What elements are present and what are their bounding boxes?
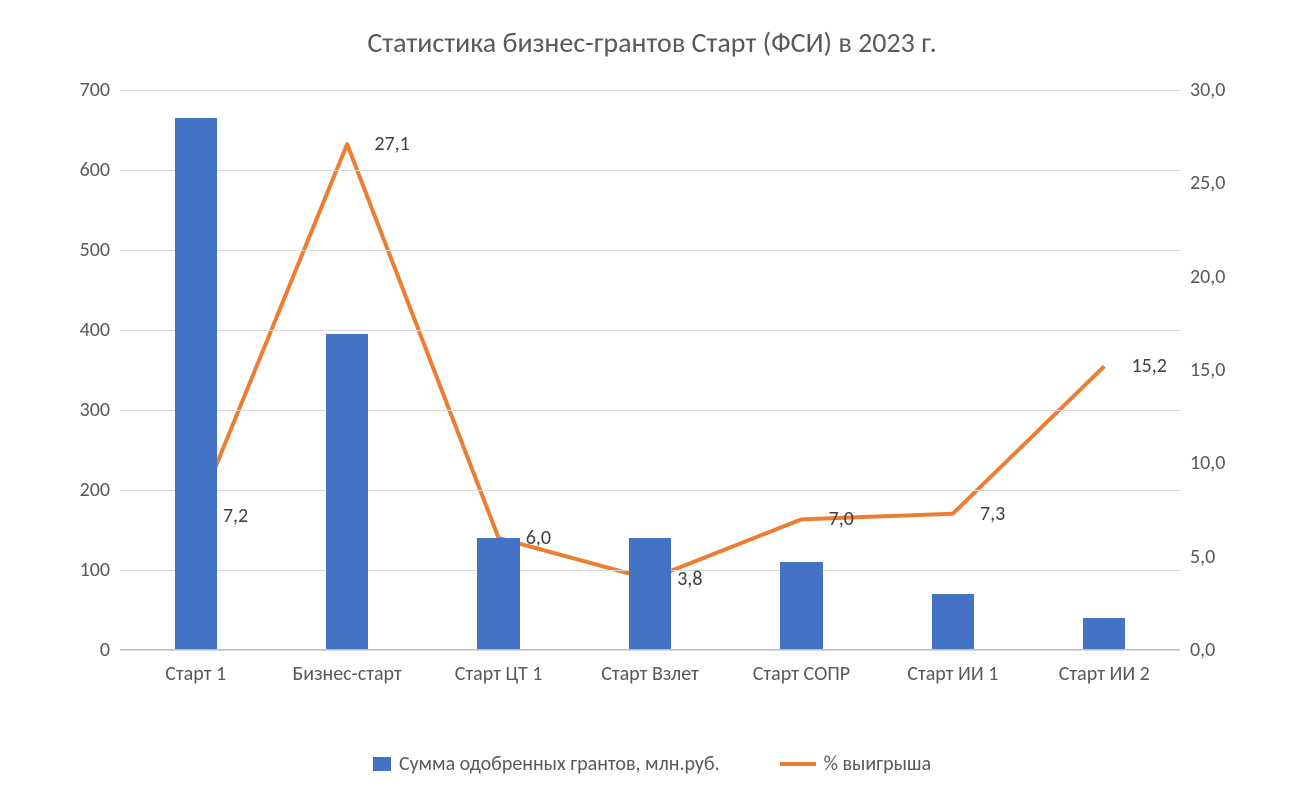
y-left-tick: 600 [50,158,110,182]
x-tick: Старт Взлет [601,662,699,686]
chart-title: Статистика бизнес-грантов Старт (ФСИ) в … [0,25,1304,60]
y-right-tick: 15,0 [1190,358,1250,382]
y-left-tick: 100 [50,558,110,582]
gridline [120,330,1180,331]
y-left-tick: 300 [50,398,110,422]
line-data-label: 7,0 [829,507,854,531]
legend: Сумма одобренных грантов, млн.руб. % выи… [0,752,1304,776]
line-data-label: 27,1 [374,132,409,156]
x-tick: Старт СОПР [753,662,850,686]
line-data-label: 7,2 [223,504,248,528]
line-data-label: 6,0 [526,526,551,550]
x-tick: Старт ИИ 2 [1059,662,1150,686]
bar [780,562,822,650]
bar [1083,618,1125,650]
plot-area: 01002003004005006007000,05,010,015,020,0… [120,90,1180,650]
gridline [120,490,1180,491]
legend-label-bars: Сумма одобренных грантов, млн.руб. [399,752,720,776]
y-left-tick: 700 [50,78,110,102]
bar [175,118,217,650]
bar [477,538,519,650]
legend-item-line: % выигрыша [780,752,931,776]
y-left-tick: 400 [50,318,110,342]
legend-swatch-line [780,762,816,766]
y-right-tick: 10,0 [1190,451,1250,475]
x-tick: Старт ЦТ 1 [455,662,543,686]
y-right-tick: 0,0 [1190,638,1250,662]
gridline [120,410,1180,411]
y-left-tick: 200 [50,478,110,502]
y-right-tick: 25,0 [1190,171,1250,195]
y-left-tick: 0 [50,638,110,662]
gridline [120,250,1180,251]
line-data-label: 7,3 [980,502,1005,526]
bar [629,538,671,650]
bar [326,334,368,650]
chart-container: Статистика бизнес-грантов Старт (ФСИ) в … [0,0,1304,801]
y-right-tick: 30,0 [1190,78,1250,102]
gridline [120,90,1180,91]
line-data-label: 15,2 [1131,354,1166,378]
legend-item-bars: Сумма одобренных грантов, млн.руб. [373,752,720,776]
y-right-tick: 5,0 [1190,545,1250,569]
gridline [120,650,1180,651]
x-tick: Старт 1 [165,662,226,686]
line-data-label: 3,8 [677,567,702,591]
y-right-tick: 20,0 [1190,265,1250,289]
legend-swatch-bar [373,757,391,771]
gridline [120,170,1180,171]
y-left-tick: 500 [50,238,110,262]
legend-label-line: % выигрыша [824,752,931,776]
bar [932,594,974,650]
x-axis-line [120,649,1180,650]
x-tick: Бизнес-старт [293,662,402,686]
x-tick: Старт ИИ 1 [907,662,998,686]
